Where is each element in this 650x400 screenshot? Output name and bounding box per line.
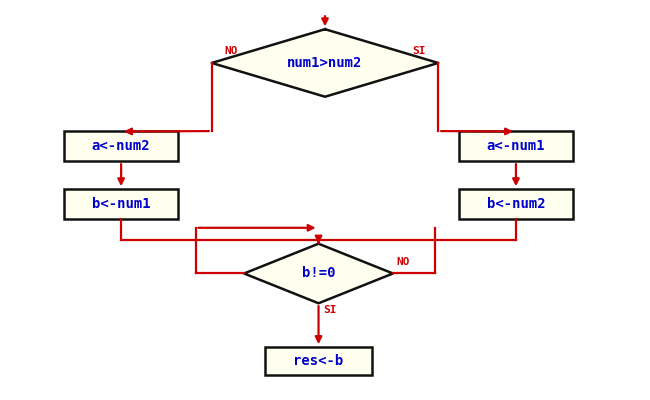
Bar: [460, 132, 573, 161]
Polygon shape: [212, 29, 438, 97]
Bar: [64, 132, 177, 161]
Text: NO: NO: [396, 257, 410, 267]
Text: a<-num1: a<-num1: [487, 139, 545, 153]
Text: NO: NO: [225, 46, 238, 56]
Text: a<-num2: a<-num2: [92, 139, 150, 153]
Polygon shape: [244, 244, 393, 303]
Text: num1>num2: num1>num2: [287, 56, 363, 70]
Text: SI: SI: [412, 46, 425, 56]
Text: b!=0: b!=0: [302, 266, 335, 280]
Bar: [460, 189, 573, 219]
Text: b<-num2: b<-num2: [487, 197, 545, 211]
Text: res<-b: res<-b: [293, 354, 344, 368]
Bar: [265, 347, 372, 375]
Text: SI: SI: [324, 305, 337, 315]
Bar: [64, 189, 177, 219]
Text: b<-num1: b<-num1: [92, 197, 150, 211]
